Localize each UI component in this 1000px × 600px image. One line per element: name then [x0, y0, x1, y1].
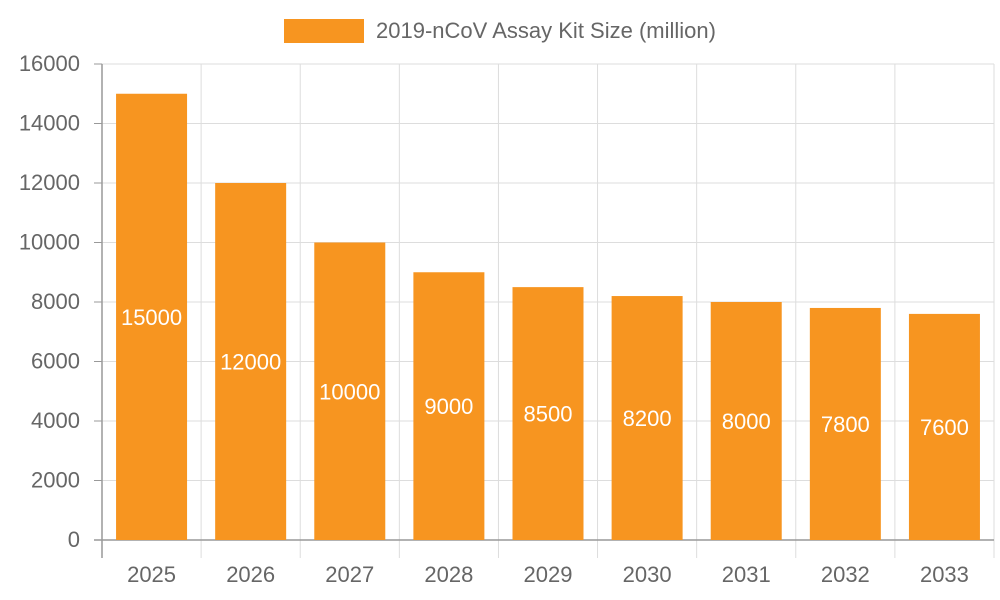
y-tick-label: 12000 [19, 170, 80, 195]
y-tick-label: 4000 [31, 408, 80, 433]
bar [809, 307, 881, 540]
data-label: 7800 [821, 412, 870, 437]
x-tick-label: 2025 [127, 562, 176, 587]
y-tick-label: 16000 [19, 51, 80, 76]
x-tick-label: 2031 [722, 562, 771, 587]
y-tick-label: 6000 [31, 349, 80, 374]
y-tick-label: 8000 [31, 289, 80, 314]
legend: 2019-nCoV Assay Kit Size (million) [0, 18, 1000, 44]
y-tick-label: 0 [68, 527, 80, 552]
legend-label: 2019-nCoV Assay Kit Size (million) [376, 18, 716, 43]
x-tick-label: 2028 [424, 562, 473, 587]
bar [116, 93, 188, 540]
bar [215, 183, 287, 540]
data-label: 12000 [220, 350, 281, 375]
x-tick-label: 2033 [920, 562, 969, 587]
data-label: 7600 [920, 415, 969, 440]
data-label: 10000 [319, 379, 380, 404]
bar [413, 272, 485, 540]
x-tick-label: 2032 [821, 562, 870, 587]
x-tick-label: 2026 [226, 562, 275, 587]
data-label: 15000 [121, 305, 182, 330]
y-tick-label: 10000 [19, 230, 80, 255]
data-label: 9000 [424, 394, 473, 419]
data-label: 8000 [722, 409, 771, 434]
bar [314, 242, 386, 540]
x-tick-label: 2027 [325, 562, 374, 587]
x-tick-label: 2030 [623, 562, 672, 587]
bar [908, 313, 980, 540]
bar [611, 296, 683, 540]
y-tick-label: 14000 [19, 111, 80, 136]
data-label: 8200 [623, 406, 672, 431]
x-tick-label: 2029 [524, 562, 573, 587]
data-label: 8500 [524, 402, 573, 427]
bar [512, 287, 584, 540]
y-tick-label: 2000 [31, 468, 80, 493]
bar [710, 302, 782, 540]
legend-swatch [284, 19, 365, 43]
